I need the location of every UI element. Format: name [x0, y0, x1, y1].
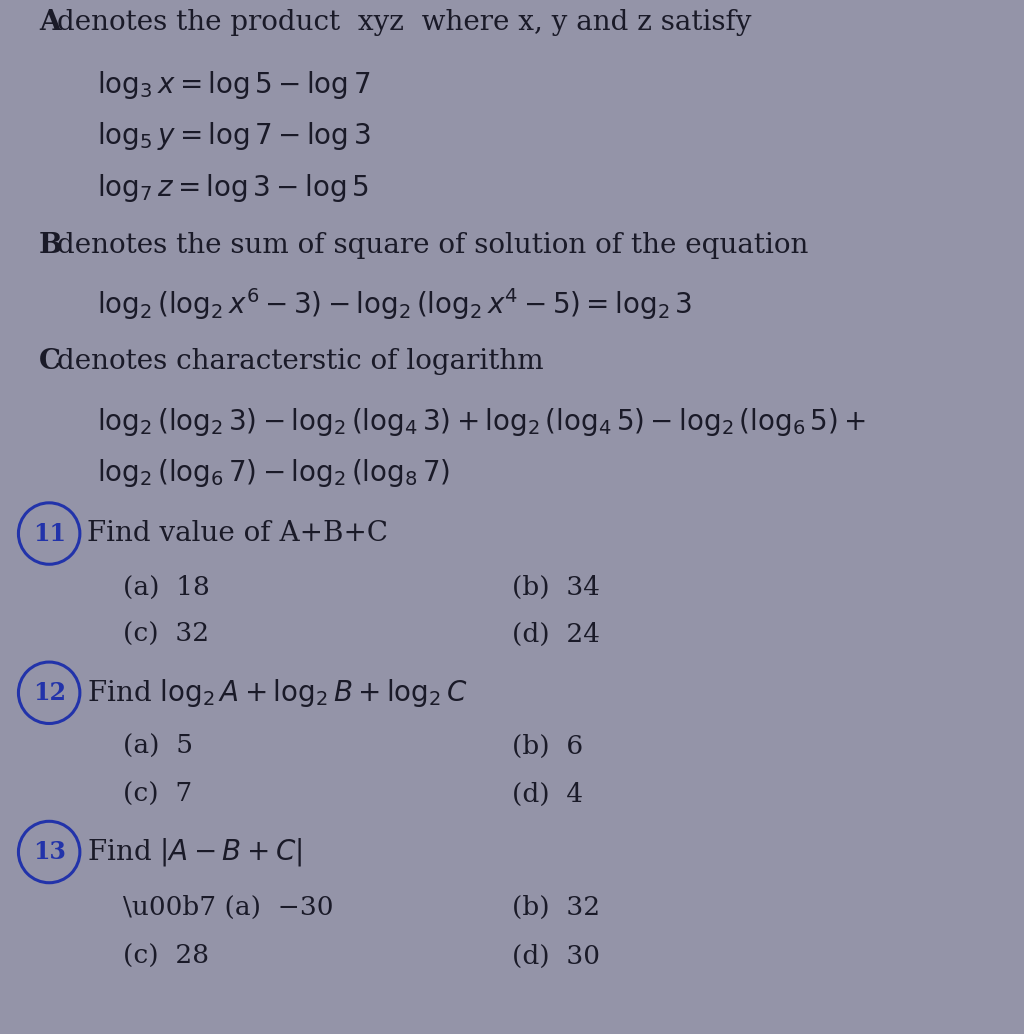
Text: (a)  18: (a) 18 — [123, 575, 210, 600]
Text: $\log_3 x = \log 5 - \log 7$: $\log_3 x = \log 5 - \log 7$ — [97, 69, 371, 100]
Text: B: B — [39, 232, 62, 258]
Text: $\log_7 z = \log 3 - \log 5$: $\log_7 z = \log 3 - \log 5$ — [97, 173, 369, 204]
Text: (c)  28: (c) 28 — [123, 944, 209, 969]
Text: $\log_2(\log_2 x^6 -3) - \log_2(\log_2 x^4 - 5) = \log_2 3$: $\log_2(\log_2 x^6 -3) - \log_2(\log_2 x… — [97, 286, 692, 322]
Text: 11: 11 — [33, 521, 66, 546]
Text: (d)  24: (d) 24 — [512, 622, 600, 647]
Text: Find $|A-B+C|$: Find $|A-B+C|$ — [87, 837, 302, 868]
Text: (b)  6: (b) 6 — [512, 734, 583, 759]
Text: (a)  5: (a) 5 — [123, 734, 193, 759]
Text: 13: 13 — [33, 840, 66, 864]
Text: $\log_2(\log_6 7) - \log_2(\log_8 7)$: $\log_2(\log_6 7) - \log_2(\log_8 7)$ — [97, 457, 451, 488]
Text: denotes characterstic of logarithm: denotes characterstic of logarithm — [57, 348, 544, 375]
Text: (d)  4: (d) 4 — [512, 782, 583, 807]
Text: (c)  7: (c) 7 — [123, 782, 193, 807]
Text: denotes the sum of square of solution of the equation: denotes the sum of square of solution of… — [57, 232, 809, 258]
Text: 12: 12 — [33, 680, 66, 705]
Text: $\log_2(\log_2 3) - \log_2(\log_4 3) + \log_2(\log_4 5) - \log_2(\log_6 5) +$: $\log_2(\log_2 3) - \log_2(\log_4 3) + \… — [97, 406, 866, 437]
Text: A: A — [39, 9, 60, 36]
Text: denotes the product  xyz  where x, y and z satisfy: denotes the product xyz where x, y and z… — [57, 9, 752, 36]
Text: \u00b7 (a)  −30: \u00b7 (a) −30 — [123, 895, 334, 920]
Text: Find $\log_2 A + \log_2 B + \log_2 C$: Find $\log_2 A + \log_2 B + \log_2 C$ — [87, 677, 468, 708]
Text: $\log_5 y = \log 7 - \log 3$: $\log_5 y = \log 7 - \log 3$ — [97, 121, 371, 152]
Text: Find value of A+B+C: Find value of A+B+C — [87, 520, 388, 547]
Text: (b)  34: (b) 34 — [512, 575, 600, 600]
Text: (b)  32: (b) 32 — [512, 895, 600, 920]
Text: (c)  32: (c) 32 — [123, 622, 209, 647]
Text: C: C — [39, 348, 60, 375]
Text: (d)  30: (d) 30 — [512, 944, 600, 969]
